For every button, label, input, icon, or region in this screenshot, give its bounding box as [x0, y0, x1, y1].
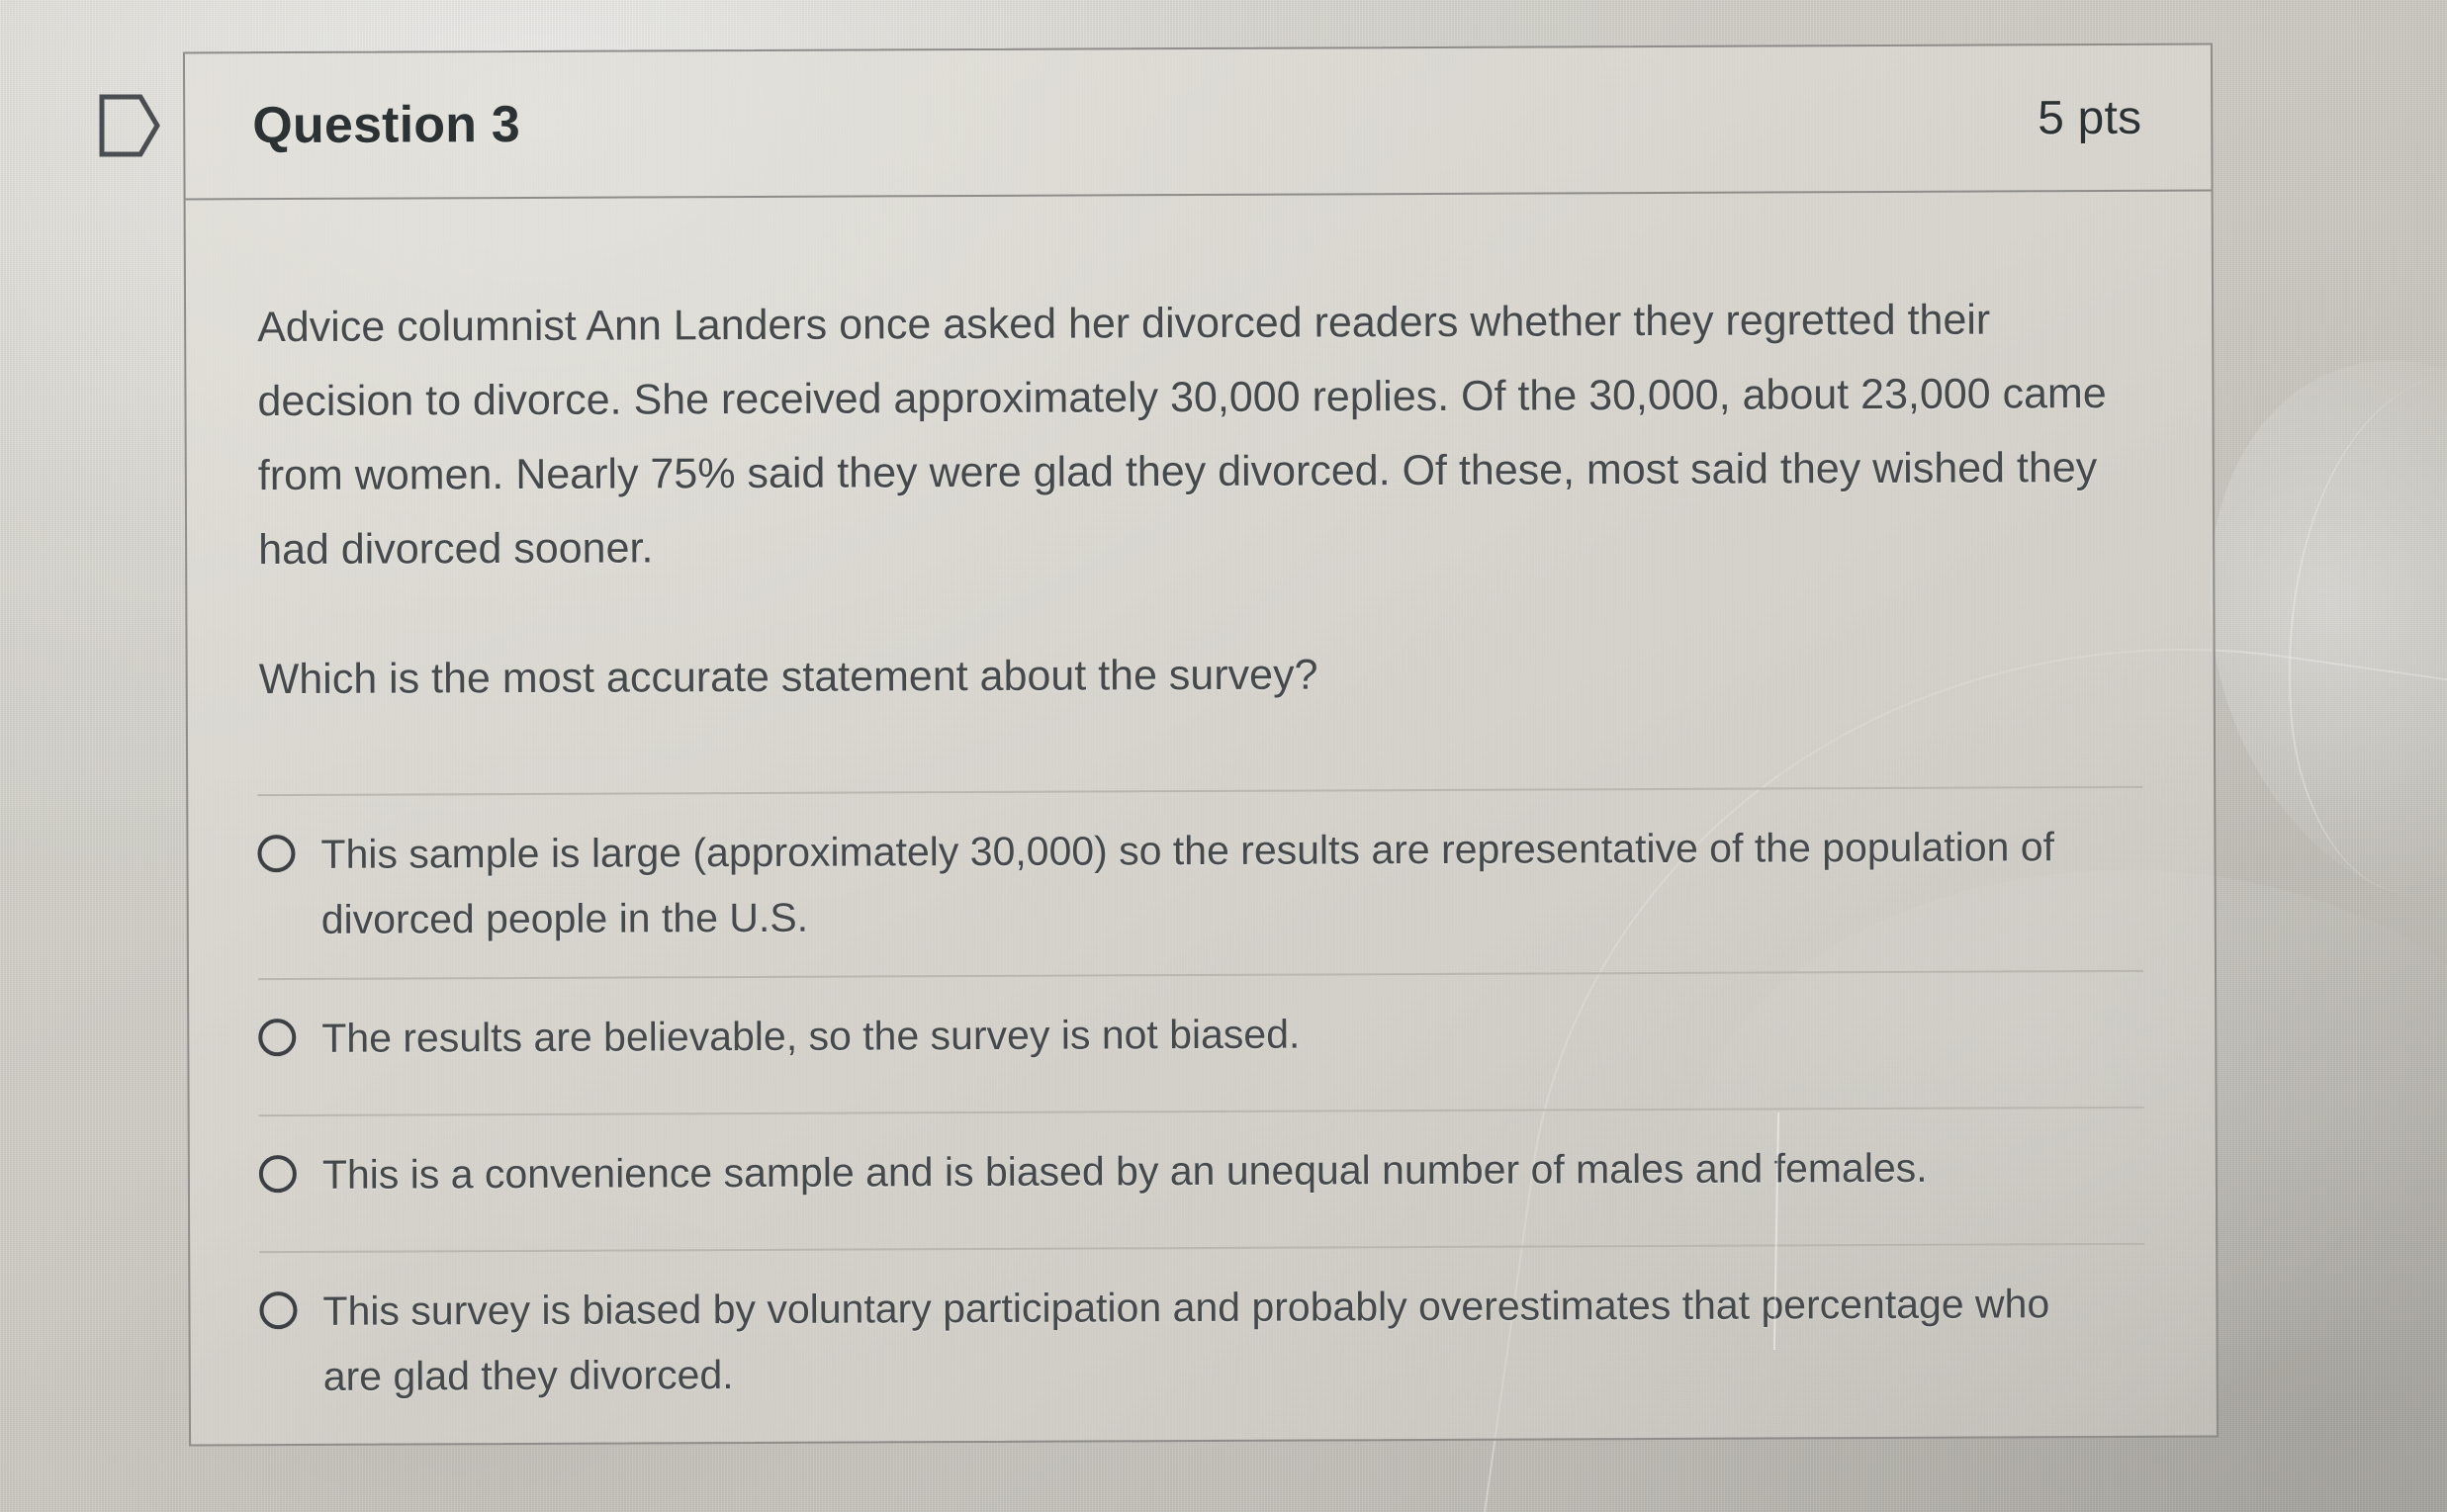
answer-option-2[interactable]: The results are believable, so the surve…	[258, 969, 2144, 1115]
radio-unselected-icon[interactable]	[259, 1290, 298, 1330]
answer-option-4-label: This survey is biased by voluntary parti…	[322, 1281, 2050, 1399]
answer-option-1-label: This sample is large (approximately 30,0…	[320, 824, 2055, 942]
answer-option-2-label: The results are believable, so the surve…	[321, 1011, 1301, 1061]
question-body: Advice columnist Ann Landers once asked …	[186, 192, 2214, 718]
question-prompt-text: Which is the most accurate statement abo…	[258, 651, 1318, 704]
flag-outline-icon[interactable]	[97, 91, 162, 160]
answer-option-4[interactable]: This survey is biased by voluntary parti…	[259, 1242, 2146, 1436]
question-header: Question 3 5 pts	[184, 44, 2212, 201]
radio-unselected-icon[interactable]	[258, 1018, 297, 1057]
answer-option-3-label: This is a convenience sample and is bias…	[321, 1144, 1928, 1198]
question-card: Question 3 5 pts Advice columnist Ann La…	[182, 43, 2220, 1447]
answer-option-3[interactable]: This is a convenience sample and is bias…	[258, 1106, 2145, 1252]
answer-option-1[interactable]: This sample is large (approximately 30,0…	[257, 785, 2144, 979]
question-passage-text: Advice columnist Ann Landers once asked …	[257, 296, 2107, 575]
answer-options-list: This sample is large (approximately 30,0…	[188, 785, 2217, 1436]
radio-unselected-icon[interactable]	[258, 1154, 297, 1194]
radio-unselected-icon[interactable]	[257, 834, 296, 873]
question-title: Question 3	[252, 95, 521, 155]
question-points-badge: 5 pts	[2038, 91, 2142, 144]
